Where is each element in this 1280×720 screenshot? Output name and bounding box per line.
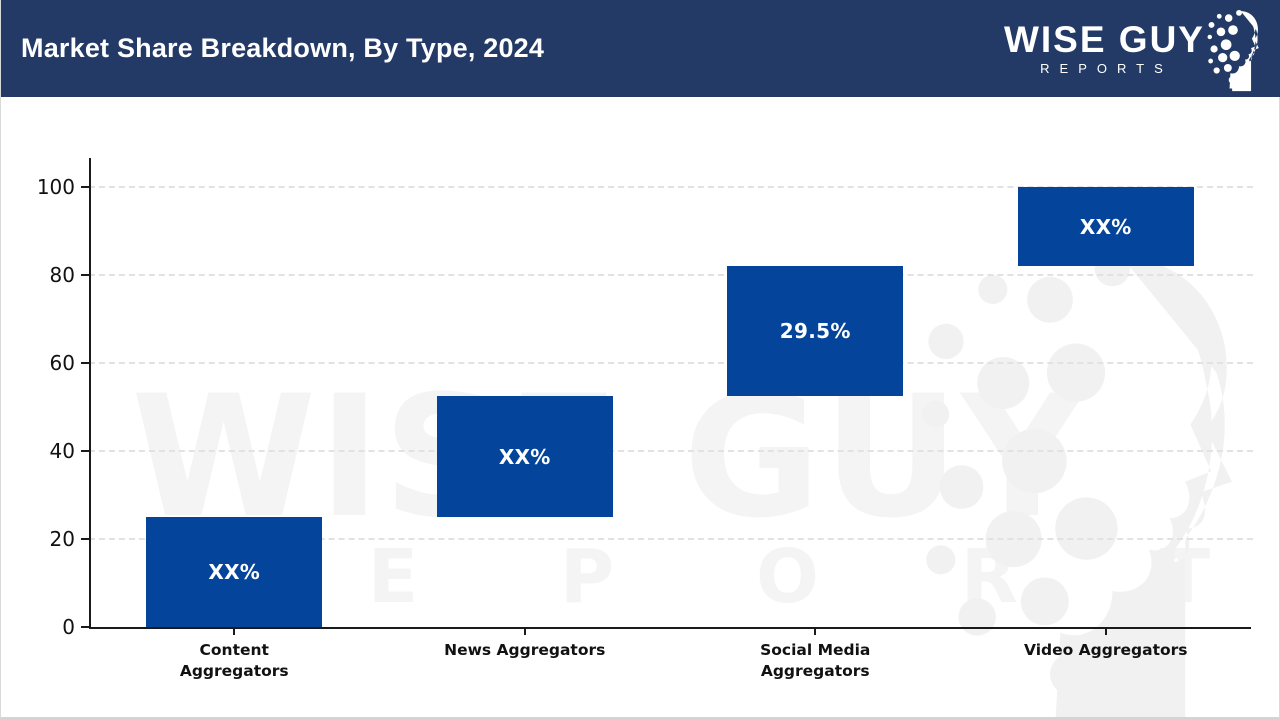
x-category-label-line: Aggregators [179, 662, 289, 680]
x-tick-mark-1 [523, 627, 526, 635]
logo-reports-label: REPORTS [1040, 61, 1173, 76]
x-category-label-line: Aggregators [760, 662, 870, 680]
y-tick-label-100: 100 [36, 175, 75, 199]
bar-value-label: XX% [208, 560, 261, 584]
gridline-80 [89, 274, 1253, 276]
bar-video-aggregators: XX% [1017, 187, 1194, 267]
gridline-20 [89, 538, 1253, 540]
gridline-40 [89, 450, 1253, 452]
y-tick-label-0: 0 [62, 615, 75, 639]
x-category-label-3: Video Aggregators [986, 640, 1226, 661]
y-tick-mark-20 [81, 538, 89, 540]
y-tick-label-40: 40 [49, 439, 75, 463]
bar-value-label: XX% [498, 444, 551, 469]
chart-title: Market Share Breakdown, By Type, 2024 [21, 33, 545, 63]
x-axis [89, 627, 1251, 629]
x-tick-mark-0 [233, 627, 236, 635]
wise-guy-reports-logo: WISE GUY REPORTS [1004, 6, 1280, 92]
y-axis [89, 158, 91, 629]
y-tick-label-60: 60 [49, 351, 75, 375]
y-tick-mark-60 [81, 362, 89, 364]
x-category-label-2: Social Media Aggregators [695, 640, 935, 682]
gridline-60 [89, 362, 1253, 364]
x-tick-mark-3 [1104, 627, 1107, 635]
gridline-100 [89, 186, 1253, 188]
y-tick-label-80: 80 [49, 263, 75, 287]
bar-content-aggregators: XX% [146, 517, 323, 627]
logo-text: WISE GUY REPORTS [1003, 19, 1205, 77]
x-tick-mark-2 [814, 627, 817, 635]
y-tick-label-20: 20 [49, 527, 75, 551]
y-tick-mark-100 [81, 186, 89, 188]
y-tick-mark-80 [81, 274, 89, 276]
y-tick-mark-0 [81, 626, 89, 628]
x-category-label-line: News Aggregators [444, 641, 606, 659]
logo-wiseguy-label: WISE GUY [1003, 19, 1205, 60]
logo-dotted-head-icon [1207, 9, 1259, 91]
bar-social-media-aggregators: 29.5% [727, 266, 904, 396]
bar-value-label: XX% [1079, 214, 1132, 239]
bar-value-label: 29.5% [779, 319, 851, 344]
header-bar: Market Share Breakdown, By Type, 2024 WI… [1, 0, 1280, 97]
x-category-label-line: Video Aggregators [1023, 641, 1188, 659]
x-category-label-1: News Aggregators [405, 640, 645, 661]
x-category-label-line: Content [199, 641, 269, 659]
x-category-label-line: Social Media [760, 641, 871, 659]
bar-news-aggregators: XX% [436, 396, 613, 517]
y-tick-mark-40 [81, 450, 89, 452]
x-category-label-0: Content Aggregators [114, 640, 354, 682]
